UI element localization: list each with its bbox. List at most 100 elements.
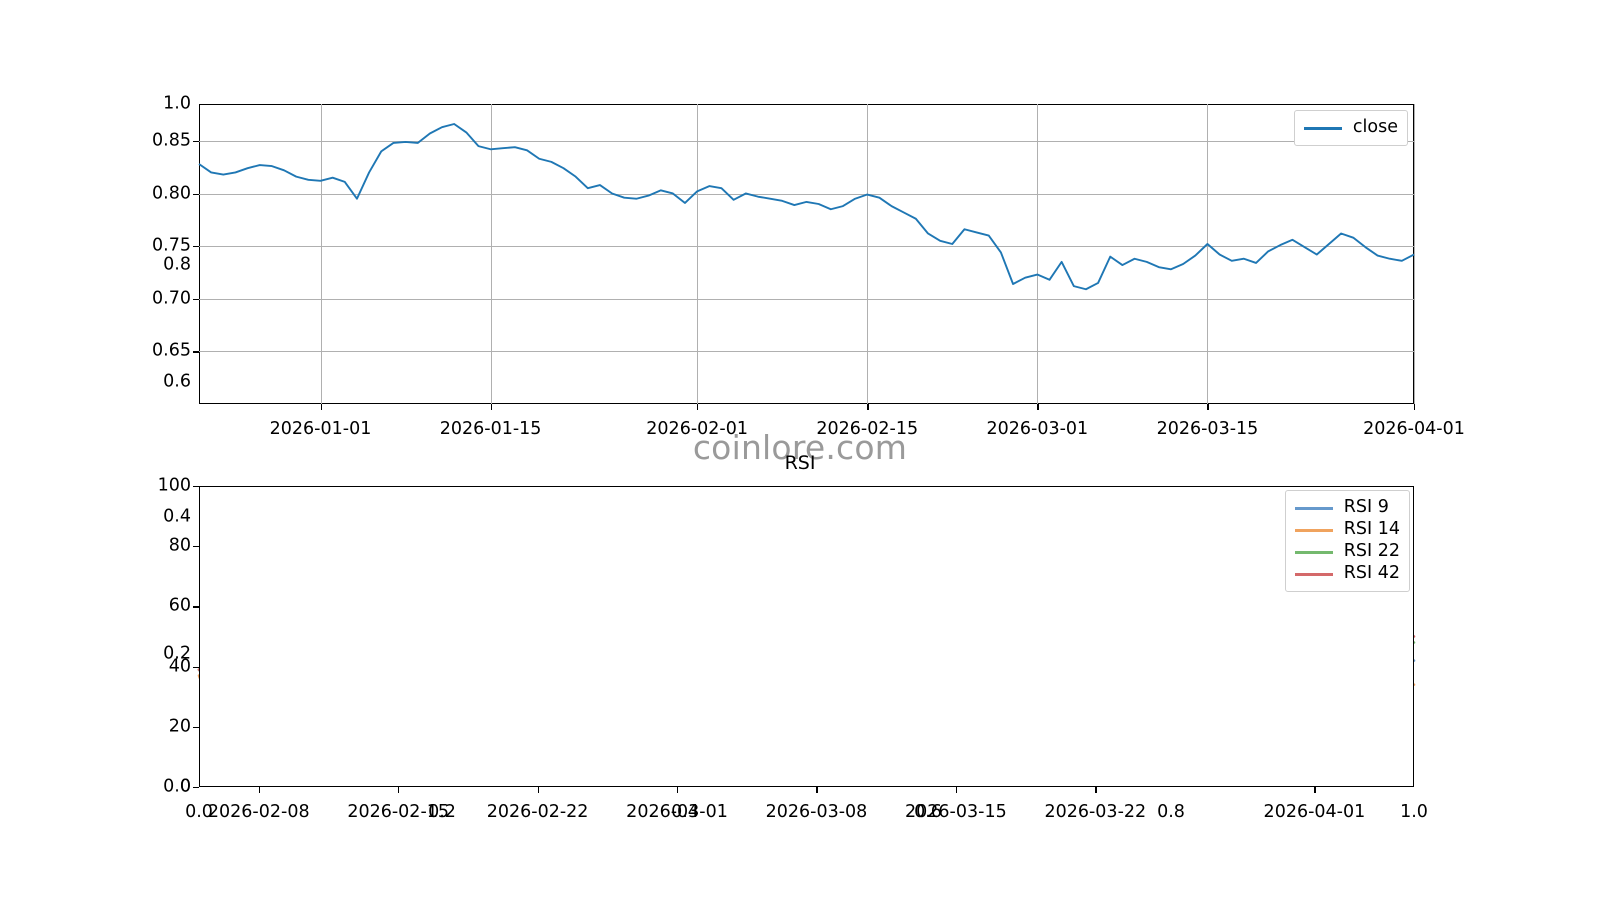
price-y-tick-label: 0.75: [152, 235, 191, 256]
legend-swatch-icon: [1294, 550, 1333, 554]
rsi-y-tickmark: [193, 486, 199, 488]
rsi-x-tickmark: [258, 787, 261, 793]
legend-item-rsi-9[interactable]: RSI 9: [1294, 497, 1400, 519]
legend-item-label: close: [1352, 117, 1398, 138]
rsi-y-tick-label-overlay: 0.4: [163, 506, 191, 527]
price-chart-panel: close: [198, 104, 1415, 404]
rsi-x-tick-label: 2026-02-22: [486, 802, 589, 822]
rsi-y-tickmark: [193, 726, 199, 729]
rsi-y-tick-label: 20: [168, 716, 191, 737]
price-x-tickmark: [1414, 404, 1416, 410]
rsi-y-tickmark: [193, 787, 199, 789]
legend-swatch-icon: [1294, 506, 1333, 510]
rsi-x-tick-label-overlay: 0.0: [185, 802, 213, 822]
legend-item-rsi-22[interactable]: RSI 22: [1294, 541, 1400, 563]
rsi-plot-frame: [199, 486, 1414, 787]
rsi-x-tickmark: [1314, 787, 1316, 793]
price-gridline-v: [697, 104, 699, 404]
rsi-x-tickmark: [1095, 787, 1097, 793]
price-x-tick-label: 2026-01-01: [269, 419, 372, 439]
legend-swatch-icon: [1294, 528, 1333, 532]
price-gridline-v: [1414, 104, 1415, 404]
price-y-tick-label-overlay: 0.6: [163, 371, 191, 392]
price-x-tickmark: [867, 404, 869, 410]
price-y-tick-label: 0.65: [152, 340, 191, 361]
rsi-y-tick-label: 100: [157, 475, 191, 496]
rsi-x-tickmark: [398, 787, 400, 793]
legend-item-rsi-42[interactable]: RSI 42: [1294, 563, 1400, 585]
rsi-x-tick-label-overlay: 0.8: [1157, 802, 1185, 822]
rsi-legend[interactable]: RSI 9 RSI 14 RSI 22 RSI 42: [1284, 490, 1410, 592]
rsi-x-tick-label: 2026-03-22: [1044, 802, 1147, 822]
rsi-y-tick-label: 40: [168, 655, 191, 676]
price-y-tickmark: [193, 246, 199, 248]
price-x-tick-label: 2026-02-01: [646, 419, 748, 439]
price-y-tickmark: [193, 140, 199, 143]
price-x-tickmark: [490, 404, 492, 410]
price-series-close: [198, 123, 1415, 291]
rsi-x-tickmark: [537, 787, 539, 793]
price-y-tick-label: 0.85: [152, 130, 191, 151]
rsi-x-tick-label: 2026-03-15: [905, 802, 1007, 822]
rsi-chart-panel: RSI 9 RSI 14 RSI 22 RSI 42: [197, 486, 1416, 787]
legend-item-label: RSI 22: [1343, 541, 1400, 562]
price-x-tickmark: [697, 404, 699, 410]
price-plot-frame: [199, 104, 1414, 404]
rsi-x-tick-label-overlay: 0.4: [671, 802, 699, 822]
price-gridline-v: [867, 104, 869, 404]
price-y-tickmark: [193, 351, 199, 353]
rsi-x-tick-label: 2026-04-01: [1263, 802, 1366, 822]
legend-item-close[interactable]: close: [1303, 117, 1398, 139]
price-gridline-h: [199, 193, 1414, 195]
price-y-tick-label-overlay: 0.8: [163, 254, 191, 275]
price-x-tick-label: 2026-02-15: [816, 419, 919, 439]
legend-item-label: RSI 42: [1343, 563, 1400, 584]
rsi-y-tick-label-overlay: 0.2: [163, 643, 191, 664]
legend-swatch-icon: [1303, 126, 1342, 130]
rsi-y-tick-label: 60: [168, 595, 191, 616]
rsi-y-tickmark: [193, 546, 199, 548]
price-y-tick-label: 0.80: [152, 182, 191, 203]
price-line-close: [198, 123, 1415, 291]
rsi-x-tick-label-overlay: 0.6: [914, 802, 942, 822]
price-y-tick-label-overlay: 1.0: [163, 93, 191, 114]
price-x-tickmark: [320, 404, 322, 410]
rsi-y-tick-label-overlay: 0.0: [163, 776, 191, 797]
rsi-x-tick-label-overlay: 1.0: [1400, 802, 1428, 822]
legend-swatch-icon: [1294, 572, 1333, 576]
price-x-tickmark: [1207, 404, 1209, 410]
rsi-y-tick-label: 0: [179, 776, 191, 797]
price-x-tick-label: 2026-03-15: [1156, 419, 1259, 439]
price-gridline-h: [199, 298, 1414, 300]
watermark: coinlore.com: [692, 428, 908, 467]
price-gridline-v: [490, 104, 492, 404]
rsi-y-tickmark: [193, 606, 199, 608]
rsi-x-tick-label: 2026-03-01: [626, 802, 728, 822]
price-gridline-v: [1037, 104, 1039, 404]
price-gridline-h: [199, 140, 1414, 142]
rsi-x-tick-label-overlay: 0.2: [428, 802, 456, 822]
legend-item-label: RSI 9: [1343, 497, 1389, 518]
price-gridline-h: [199, 246, 1414, 248]
price-x-tick-label: 2026-03-01: [986, 419, 1089, 439]
rsi-y-tick-label: 80: [168, 535, 191, 556]
legend-item-label: RSI 14: [1343, 519, 1400, 540]
rsi-y-tickmark: [193, 666, 199, 668]
rsi-x-tickmark: [955, 787, 958, 793]
price-y-tick-label: 0.70: [152, 287, 191, 308]
rsi-x-tick-label: 2026-03-08: [765, 802, 868, 822]
price-y-tickmark: [193, 193, 199, 195]
legend-item-rsi-14[interactable]: RSI 14: [1294, 519, 1400, 541]
rsi-x-tickmark: [677, 787, 679, 793]
price-gridline-v: [320, 104, 322, 404]
price-y-tickmark: [193, 298, 199, 300]
price-gridline-h: [199, 351, 1414, 353]
price-gridline-v: [1207, 104, 1209, 404]
rsi-chart-title: RSI: [784, 452, 816, 474]
rsi-x-tickmark: [816, 787, 818, 793]
price-x-tick-label: 2026-01-15: [439, 419, 542, 439]
price-legend[interactable]: close: [1293, 110, 1408, 146]
rsi-x-tick-label: 2026-02-15: [347, 802, 450, 822]
price-x-tickmark: [1037, 404, 1039, 410]
